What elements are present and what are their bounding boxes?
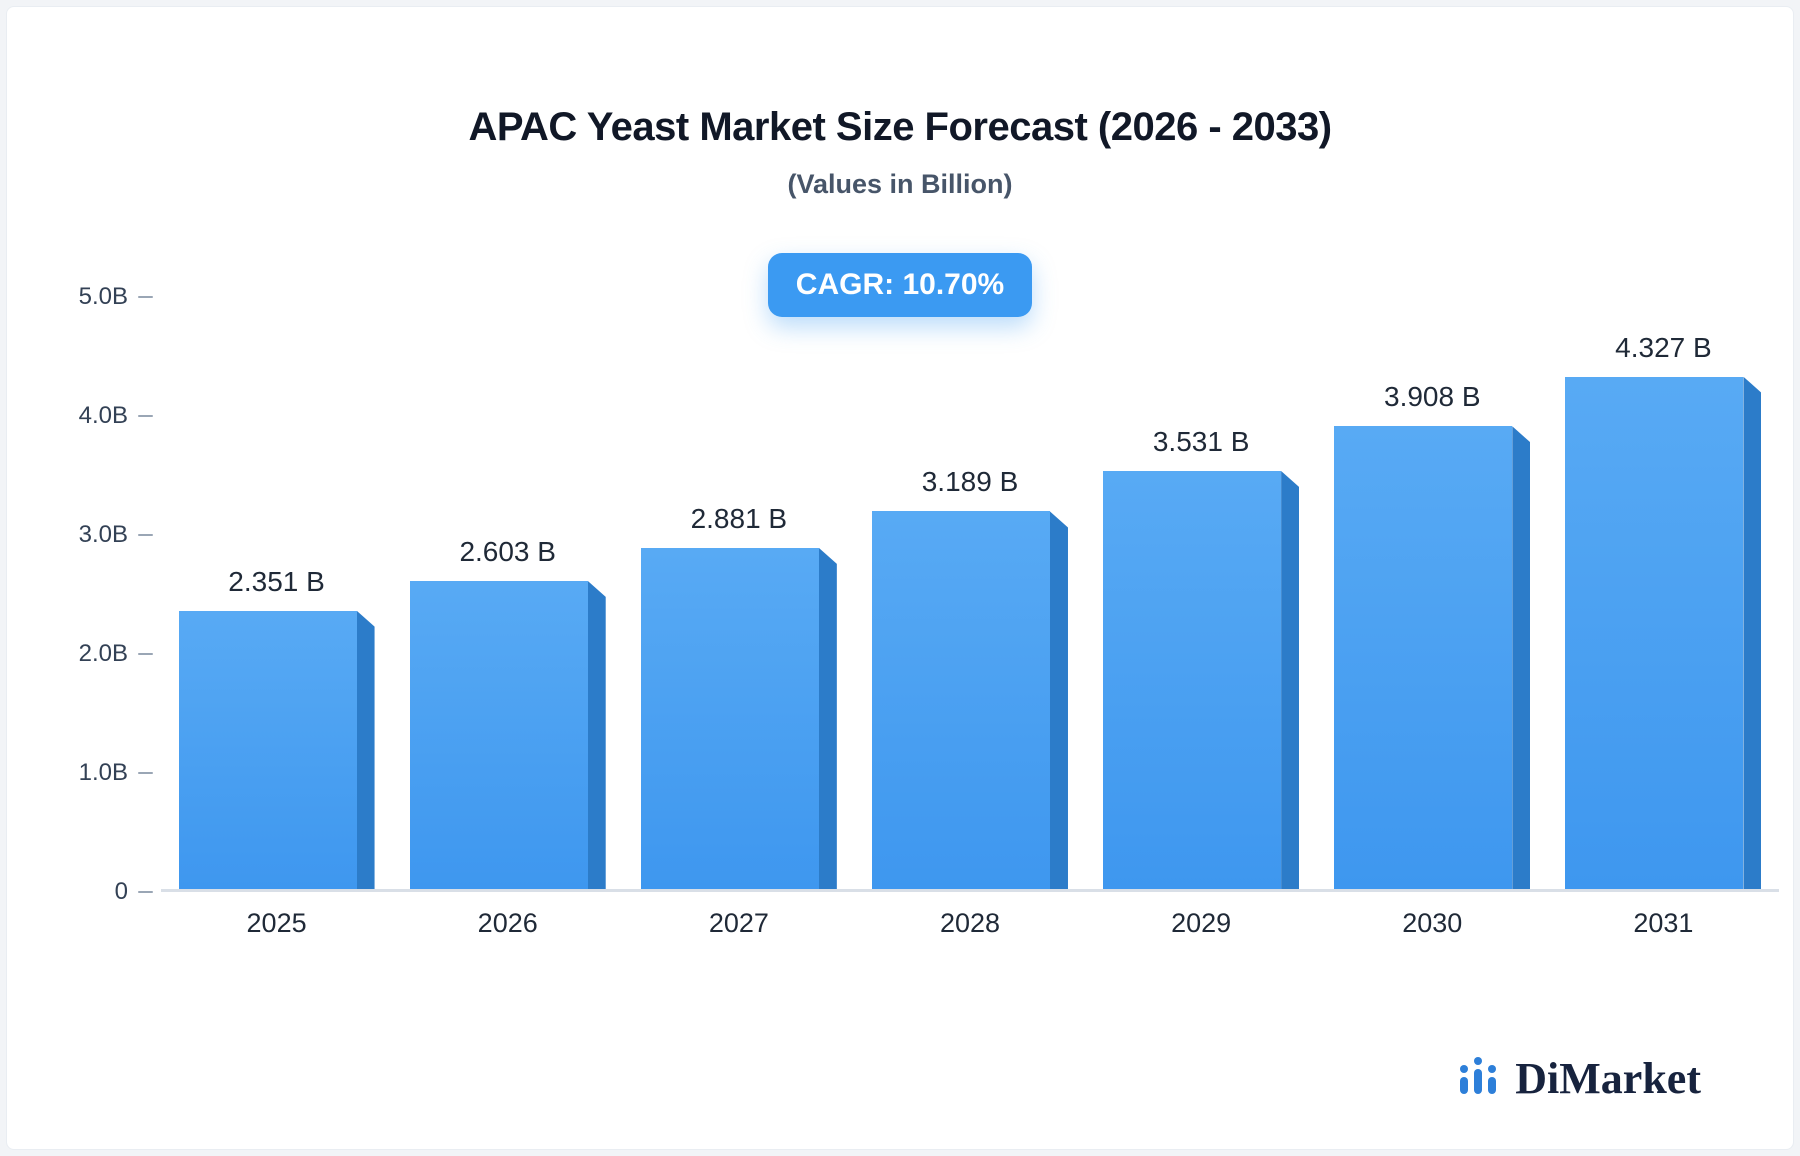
x-axis-labels: 2025 2026 2027 2028 2029 2030 2031: [161, 892, 1779, 939]
bar-group: 3.531 B: [1086, 297, 1317, 889]
bar: [178, 610, 375, 889]
y-tick: 3.0B: [79, 521, 153, 549]
y-tick-label: 1.0B: [78, 759, 128, 786]
bar-value-label: 2.603 B: [459, 535, 556, 567]
y-tick: 2.0B: [79, 640, 153, 668]
y-tick-mark: [138, 534, 153, 536]
bar-value-label: 2.351 B: [228, 565, 325, 597]
bar-value-label: 3.908 B: [1384, 381, 1481, 413]
bar: [1334, 426, 1531, 889]
bar-face: [871, 511, 1050, 889]
bar-group: 2.881 B: [623, 297, 854, 889]
bars-row: 2.351 B 2.603 B 2.881 B 3.189 B 3.531 B 3.908…: [161, 297, 1779, 892]
x-axis-label: 2026: [477, 908, 538, 938]
y-tick: 1.0B: [79, 759, 153, 787]
y-tick-label: 3.0B: [78, 521, 128, 548]
bar-side: [587, 580, 606, 889]
cagr-badge: CAGR: 10.70%: [767, 253, 1033, 317]
x-axis-label: 2031: [1633, 908, 1694, 938]
y-tick-label: 0: [114, 878, 128, 905]
y-tick-mark: [138, 772, 153, 774]
y-tick: 0: [115, 878, 153, 906]
y-tick-mark: [138, 296, 153, 298]
bar-value-label: 3.531 B: [1152, 425, 1250, 457]
bar-side: [1512, 426, 1531, 889]
bar-face: [178, 610, 357, 889]
bar-face: [1103, 470, 1282, 889]
y-tick-mark: [138, 415, 153, 417]
bar-side: [818, 547, 837, 889]
bar-group: 3.189 B: [854, 297, 1085, 889]
y-tick-label: 2.0B: [78, 640, 128, 667]
bar: [871, 511, 1068, 889]
cagr-badge-container: CAGR: 10.70%: [7, 253, 1793, 317]
bar-side: [1743, 376, 1762, 889]
y-tick: 5.0B: [79, 283, 153, 311]
bar: [409, 580, 606, 889]
x-axis-label: 2030: [1402, 908, 1463, 938]
brand-name: DiMarket: [1515, 1054, 1701, 1103]
bar-chart-icon: [1457, 1052, 1503, 1101]
y-axis: 0 1.0B 2.0B 3.0B 4.0B 5.0B: [43, 283, 153, 905]
bar-side: [1281, 470, 1300, 889]
bar-side: [356, 610, 375, 889]
bar-face: [1565, 376, 1744, 889]
bar-group: 2.351 B: [161, 297, 392, 889]
y-tick-mark: [138, 891, 153, 893]
bar-value-label: 3.189 B: [921, 466, 1019, 498]
bar: [1565, 376, 1762, 889]
plot-area: 2.351 B 2.603 B 2.881 B 3.189 B 3.531 B 3.908…: [161, 297, 1779, 939]
bar-face: [409, 580, 588, 889]
bar-face: [1334, 426, 1513, 889]
y-tick-label: 5.0B: [78, 283, 128, 310]
bar-value-label: 4.327 B: [1615, 331, 1712, 363]
bar-value-label: 2.881 B: [690, 502, 788, 534]
bar-group: 3.908 B: [1317, 297, 1548, 889]
x-axis-label: 2025: [246, 908, 307, 938]
bar-side: [1049, 511, 1068, 889]
bar: [1103, 470, 1300, 889]
x-axis-label: 2028: [939, 908, 1001, 938]
y-tick: 4.0B: [79, 402, 153, 430]
x-axis-label: 2029: [1171, 908, 1232, 938]
y-tick-label: 4.0B: [78, 402, 128, 429]
x-axis-label: 2027: [708, 908, 769, 938]
bar-face: [640, 547, 819, 889]
chart-card: APAC Yeast Market Size Forecast (2026 - …: [6, 6, 1794, 1150]
y-tick-mark: [138, 653, 153, 655]
bar-group: 2.603 B: [392, 297, 623, 889]
brand-logo: DiMarket: [1457, 1052, 1701, 1101]
chart-title: APAC Yeast Market Size Forecast (2026 - …: [468, 105, 1332, 149]
bar-group: 4.327 B: [1548, 297, 1779, 889]
chart-subtitle: (Values in Billion): [787, 169, 1013, 199]
bar-chart: 0 1.0B 2.0B 3.0B 4.0B 5.0B 2.351 B 2.603 B 2.88…: [43, 283, 1779, 939]
bar: [640, 547, 837, 889]
